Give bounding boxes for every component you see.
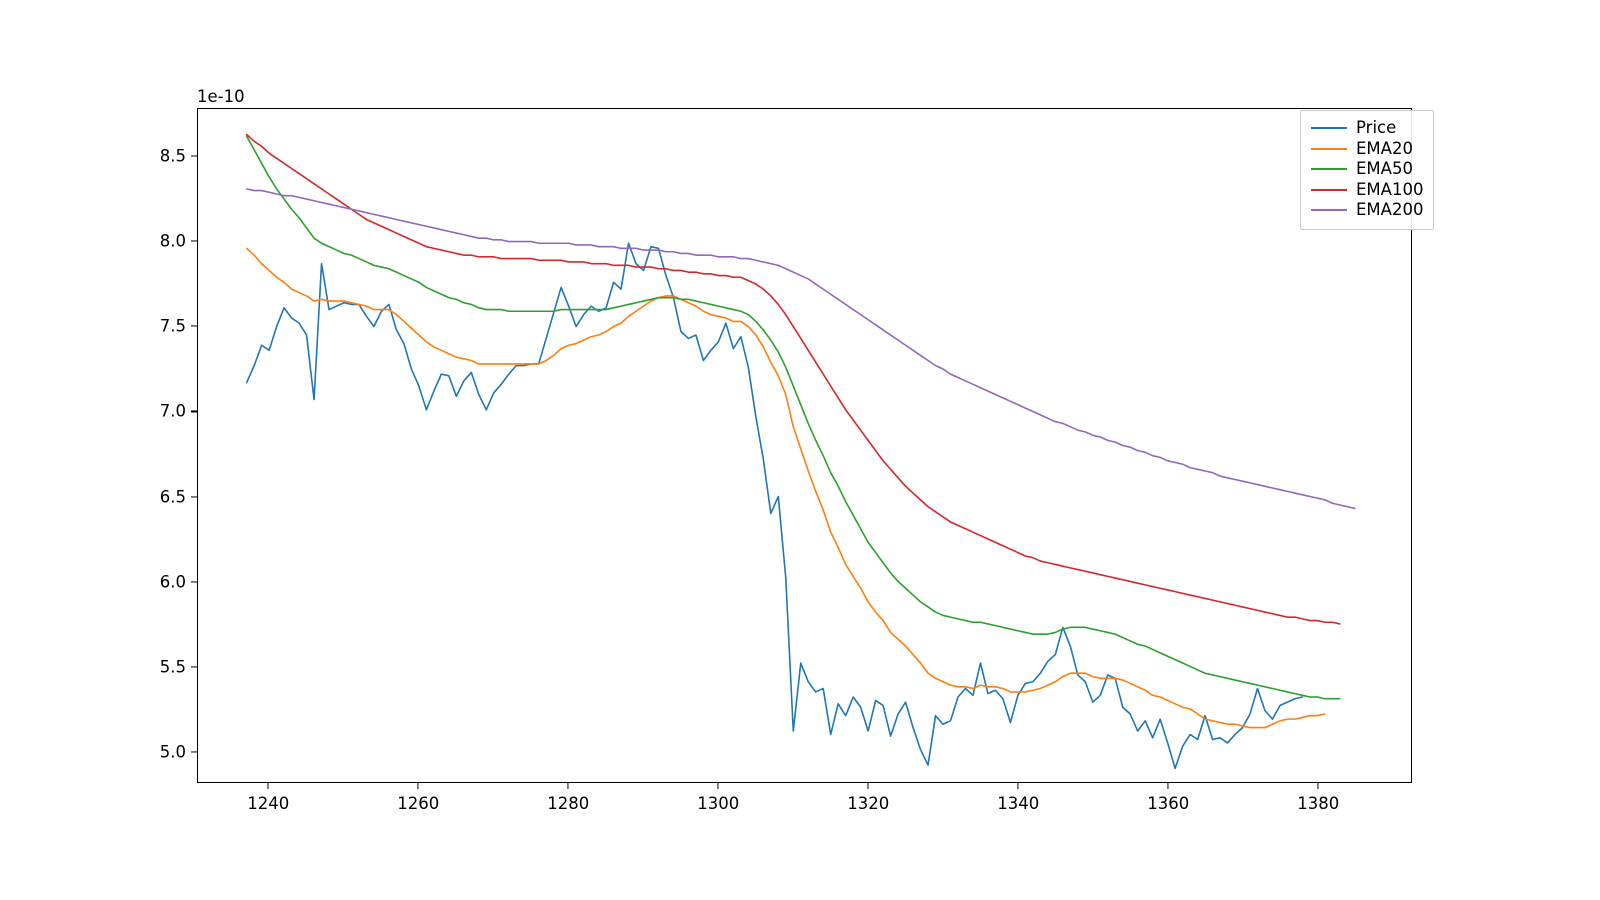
y-tick-mark [191,325,197,327]
y-tick-label: 8.5 [159,146,186,166]
chart-legend: Price EMA20 EMA50 EMA100 EMA200 [1300,110,1435,230]
legend-color-swatch [1311,168,1347,171]
x-tick-mark [1017,783,1019,789]
series-line-ema50 [247,136,1340,699]
legend-item-ema100[interactable]: EMA100 [1311,180,1423,201]
x-tick-mark [717,783,719,789]
x-tick-mark [267,783,269,789]
legend-label: EMA200 [1356,200,1424,219]
x-tick-label: 1300 [697,794,740,813]
legend-label: EMA100 [1356,179,1424,199]
legend-label: Price [1356,118,1397,137]
y-tick-label: 5.5 [159,657,186,677]
legend-item-ema20[interactable]: EMA20 [1311,139,1423,160]
series-line-ema20 [247,248,1325,727]
legend-item-ema200[interactable]: EMA200 [1311,200,1423,221]
x-tick-mark [867,783,869,789]
x-tick-label: 1340 [997,794,1040,813]
y-tick-label: 5.0 [159,742,186,762]
x-tick-mark [567,783,569,789]
y-tick-label: 6.0 [159,572,186,592]
y-tick-mark [191,666,197,668]
y-tick-label: 8.0 [159,231,186,251]
legend-item-price[interactable]: Price [1311,118,1423,139]
x-tick-label: 1320 [847,794,890,813]
legend-color-swatch [1311,188,1347,191]
x-tick-label: 1380 [1297,794,1340,813]
series-line-price [247,243,1303,768]
legend-label: EMA20 [1356,138,1413,158]
y-tick-mark [191,751,197,753]
y-tick-mark [191,240,197,242]
legend-color-swatch [1311,209,1347,212]
series-line-ema200 [247,189,1355,509]
y-axis-offset-label: 1e-10 [197,87,245,106]
plot-area [197,108,1412,783]
x-tick-label: 1240 [247,794,290,813]
y-tick-mark [191,410,197,412]
y-tick-label: 6.5 [159,487,186,507]
x-tick-label: 1280 [547,794,590,813]
x-tick-mark [1167,783,1169,789]
x-tick-mark [1317,783,1319,789]
series-line-ema100 [247,134,1340,623]
y-tick-mark [191,581,197,583]
x-tick-label: 1260 [397,794,440,813]
legend-color-swatch [1311,147,1347,150]
legend-label: EMA50 [1356,159,1413,178]
series-lines [198,109,1411,782]
y-tick-mark [191,155,197,157]
x-tick-mark [417,783,419,789]
y-tick-label: 7.0 [159,401,186,421]
y-axis-tick-labels: 5.0 5.5 6.0 6.5 7.0 7.5 8.0 8.5 [120,0,186,900]
legend-item-ema50[interactable]: EMA50 [1311,159,1423,180]
x-tick-label: 1360 [1147,794,1190,813]
y-tick-label: 7.5 [159,316,186,336]
legend-color-swatch [1311,127,1347,130]
y-tick-mark [191,496,197,498]
